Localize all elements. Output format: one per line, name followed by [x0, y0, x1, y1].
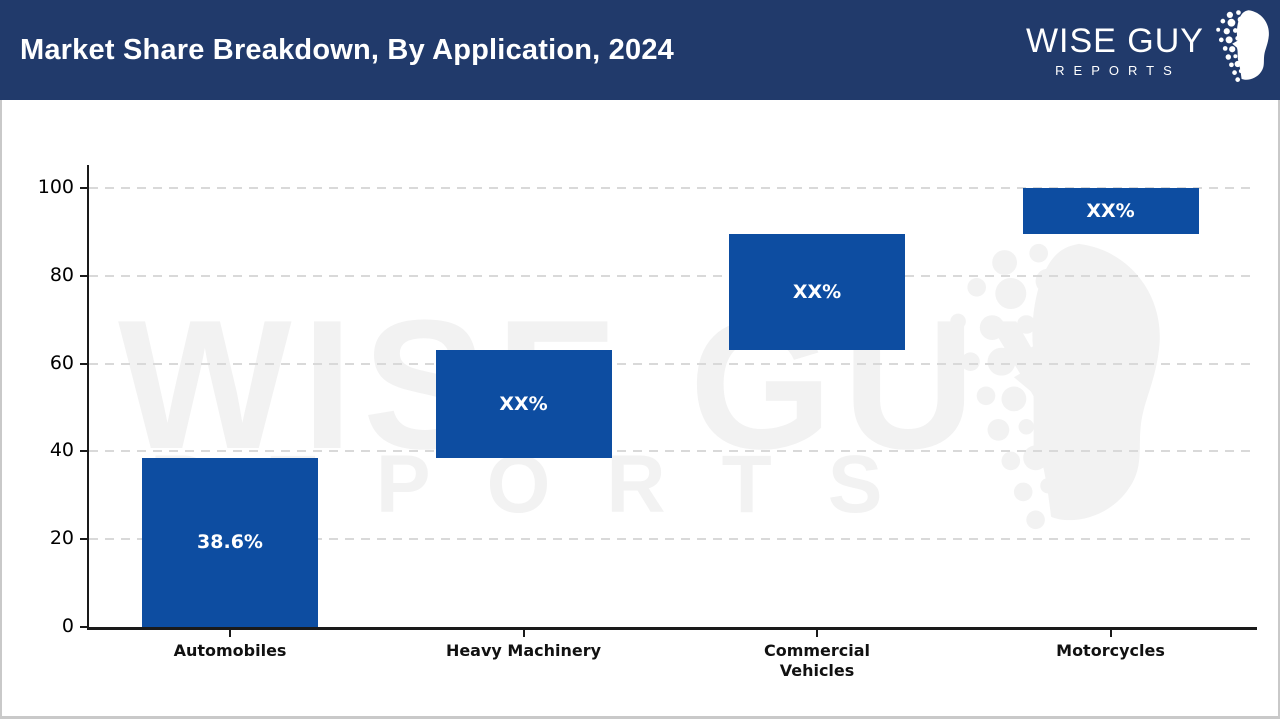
- brand-name: WISE GUY: [1025, 22, 1204, 60]
- x-axis-tick: [229, 630, 231, 637]
- bar-value-label: XX%: [499, 392, 548, 415]
- y-axis-tick: [80, 187, 87, 189]
- y-axis-tick-label: 0: [61, 615, 74, 637]
- x-axis-category-label: Heavy Machinery: [445, 641, 602, 660]
- gridline: [89, 538, 1253, 541]
- brand-logo: WISE GUY REPORTS: [1016, 0, 1269, 100]
- x-axis-tick: [1109, 630, 1112, 637]
- bar-segment-automobiles: 38.6%: [142, 457, 318, 627]
- page-title: Market Share Breakdown, By Application, …: [20, 33, 674, 66]
- y-axis-tick: [80, 450, 87, 453]
- chart-area: WISE GUY REPORTS 0 20 40 60 80 100 38.6% Automo…: [0, 100, 1280, 720]
- bar-value-label: XX%: [792, 280, 842, 303]
- watermark-text-primary: WISE GUY: [118, 281, 1119, 487]
- x-axis-category-label: Motorcycles: [1056, 641, 1165, 660]
- x-axis-tick: [816, 630, 818, 637]
- content-frame-border: [0, 100, 1280, 719]
- brand-subname: REPORTS: [1055, 63, 1181, 78]
- gridline: [89, 187, 1253, 189]
- watermark-face-icon: [950, 243, 1160, 530]
- header-bar: Market Share Breakdown, By Application, …: [0, 0, 1280, 100]
- bar-value-label: 38.6%: [197, 531, 263, 554]
- bar-segment-commercial-vehicles: XX%: [729, 234, 905, 350]
- dotted-face-icon: [1216, 10, 1269, 82]
- gridline: [89, 274, 1253, 277]
- y-axis-tick-label: 80: [49, 263, 74, 286]
- brand-logo-text: WISE GUY REPORTS: [1026, 22, 1204, 78]
- y-axis-tick: [80, 362, 87, 365]
- bar-segment-heavy-machinery: XX%: [435, 349, 612, 458]
- gridline: [89, 362, 1253, 365]
- gridline: [89, 450, 1253, 453]
- y-axis-line: [87, 165, 89, 630]
- y-axis-tick-label: 100: [37, 176, 74, 198]
- y-axis-tick-label: 40: [49, 439, 74, 462]
- x-axis-tick: [522, 630, 525, 637]
- y-axis-tick-label: 20: [49, 527, 74, 550]
- x-axis-category-label: Commercial Vehicles: [763, 641, 871, 680]
- x-axis-line: [87, 627, 1257, 630]
- y-axis-tick-label: 60: [49, 351, 74, 374]
- y-axis-tick: [80, 626, 87, 628]
- bar-value-label: XX%: [1086, 200, 1135, 223]
- x-axis-category-label: Automobiles: [173, 641, 287, 660]
- y-axis-tick: [80, 274, 87, 277]
- y-axis-tick: [80, 538, 87, 541]
- bar-segment-motorcycles: XX%: [1022, 188, 1199, 235]
